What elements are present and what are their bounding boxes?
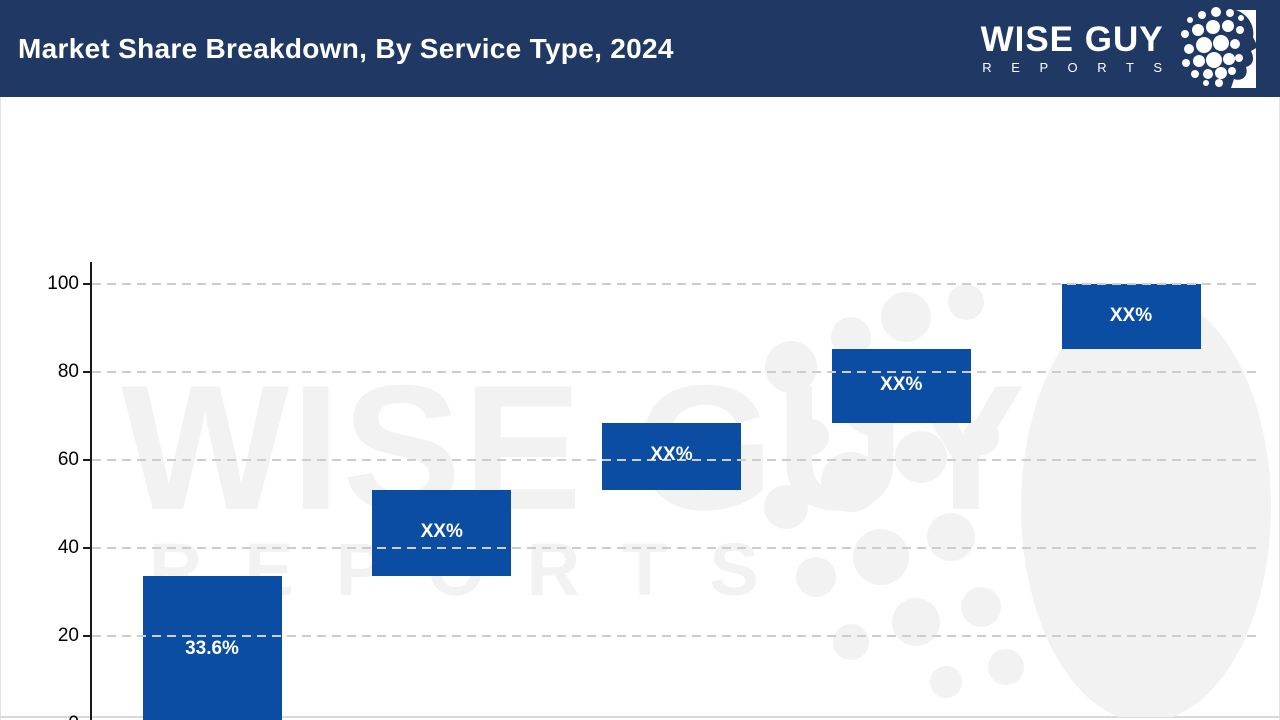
gridline [92,635,1259,637]
y-tick-mark [83,547,90,549]
chart-title: Market Share Breakdown, By Service Type,… [18,32,674,64]
y-tick-label: 60 [57,449,79,470]
logo-wordmark: WISE GUY [980,19,1164,59]
y-tick-mark [83,459,90,461]
y-axis-line [90,262,92,720]
y-tick-mark [83,371,90,373]
gridline [92,459,1259,461]
bar-value-label: XX% [420,521,463,543]
y-tick-mark [83,283,90,285]
bar-value-label: XX% [880,374,923,396]
logo-text: WISE GUY R E P O R T S [974,19,1170,76]
y-tick-mark [83,635,90,637]
y-tick-label: 80 [57,361,79,382]
wiseguy-logo: WISE GUY R E P O R T S [974,4,1258,93]
y-tick-label: 0 [33,713,79,720]
gridline [92,371,1259,373]
bar-value-label: XX% [650,444,693,466]
y-tick-label: 100 [47,273,79,294]
gridline [92,283,1259,285]
gridline [92,547,1259,549]
bar-1 [142,576,282,720]
y-tick-label: 40 [57,537,79,558]
footer-divider [0,716,1280,718]
y-tick-label: 20 [57,625,79,646]
logo-subtitle: R E P O R T S [982,59,1170,75]
dotted-face-logo-icon [1176,4,1258,93]
bar-3 [602,423,741,490]
header-bar: Market Share Breakdown, By Service Type,… [0,0,1280,97]
bar-value-label: XX% [1109,304,1153,326]
bar-value-label: 33.6% [185,638,239,660]
bar-2 [372,489,512,577]
